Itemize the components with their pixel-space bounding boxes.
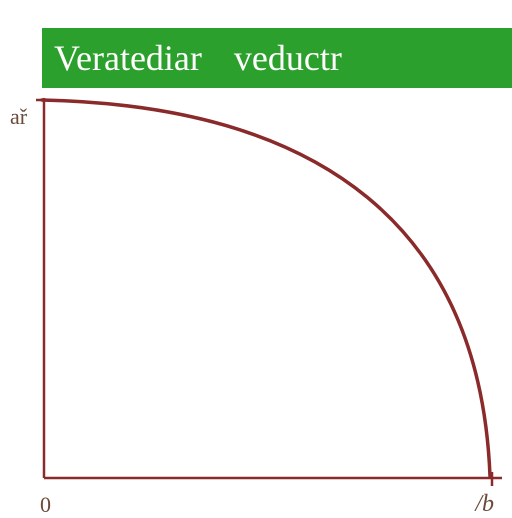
curve-path (42, 100, 490, 476)
y-axis-label: ař (10, 104, 27, 130)
x-end-label: /b (475, 491, 494, 518)
curve-svg (42, 98, 512, 493)
chart-area: ař 0 /b (42, 98, 502, 490)
header-word-2: veductr (234, 37, 342, 79)
header-bar: Veratediar veductr (42, 28, 512, 88)
x-origin-label: 0 (40, 492, 51, 518)
header-word-1: Veratediar (54, 37, 202, 79)
